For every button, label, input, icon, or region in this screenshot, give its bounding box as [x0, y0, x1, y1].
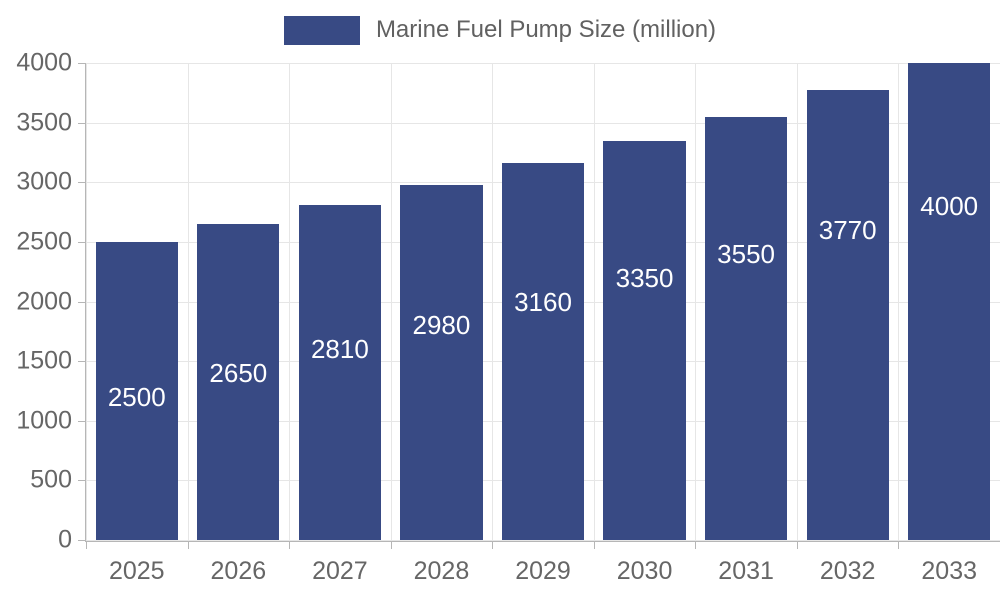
legend-color-swatch — [283, 15, 360, 45]
gridline-horizontal — [86, 540, 1000, 541]
y-tick-label: 4000 — [16, 48, 72, 77]
y-tick-label: 0 — [58, 525, 72, 554]
x-tick-label: 2030 — [616, 557, 673, 585]
y-tick-mark — [78, 122, 85, 124]
x-tick-label: 2033 — [921, 557, 978, 585]
bar[interactable]: 3160 — [501, 163, 585, 540]
y-tick-mark — [78, 241, 85, 243]
x-tick-label: 2026 — [210, 557, 267, 585]
bar-value-label: 4000 — [920, 191, 979, 222]
x-tick-mark — [594, 541, 595, 549]
bar[interactable]: 2650 — [197, 224, 280, 540]
x-tick-label: 2029 — [515, 557, 571, 585]
x-axis-line — [85, 540, 1000, 542]
bar[interactable]: 2500 — [95, 241, 178, 540]
legend-entry-label: Marine Fuel Pump Size (million) — [375, 16, 717, 43]
gridline-vertical — [289, 63, 290, 540]
bar[interactable]: 2810 — [298, 204, 381, 540]
chart-legend: Marine Fuel Pump Size (million) — [0, 0, 1000, 60]
bar[interactable]: 4000 — [908, 63, 991, 540]
bar[interactable]: 3550 — [704, 116, 788, 540]
bar-value-label: 3160 — [514, 286, 572, 317]
y-tick-label: 3000 — [16, 167, 72, 196]
y-tick-label: 1000 — [16, 406, 72, 435]
gridline-vertical — [391, 63, 392, 540]
y-tick-mark — [78, 361, 85, 363]
x-tick-mark — [695, 541, 696, 549]
bar[interactable]: 3350 — [603, 140, 686, 540]
plot-area: 0 500 1000 1500 2000 2500 3000 3500 4000 2500 265… — [16, 50, 1000, 584]
gridline-vertical — [594, 63, 595, 540]
bar-value-label: 2980 — [412, 310, 471, 341]
gridline-vertical — [797, 63, 798, 540]
x-tick-mark — [797, 541, 798, 549]
y-tick-label: 3500 — [16, 108, 72, 137]
y-tick-mark — [78, 63, 85, 64]
y-tick-label: 2000 — [16, 287, 72, 315]
y-tick-label: 500 — [30, 465, 72, 494]
x-tick-mark — [898, 541, 899, 549]
gridline-vertical — [188, 63, 189, 540]
y-tick-mark — [78, 182, 85, 184]
gridline-vertical — [492, 63, 493, 540]
bar[interactable]: 3770 — [806, 90, 889, 540]
x-tick-mark — [188, 541, 189, 549]
bar-value-label: 2500 — [107, 381, 166, 412]
bar-value-label: 3350 — [615, 262, 674, 293]
gridline-horizontal — [86, 122, 1000, 124]
y-tick-mark — [78, 420, 85, 422]
bar-value-label: 2650 — [209, 358, 268, 389]
y-tick-mark — [78, 540, 85, 541]
gridline-vertical — [898, 63, 899, 540]
gridline-horizontal — [86, 63, 1000, 64]
bar-value-label: 3770 — [818, 214, 877, 245]
x-tick-label: 2032 — [819, 557, 876, 585]
y-tick-label: 2500 — [16, 227, 72, 256]
y-tick-mark — [78, 480, 85, 482]
bar[interactable]: 2980 — [400, 184, 483, 540]
x-tick-label: 2025 — [108, 557, 165, 585]
x-tick-label: 2027 — [312, 557, 368, 585]
x-tick-label: 2031 — [718, 557, 774, 585]
bar-value-label: 2810 — [310, 334, 369, 365]
y-tick-mark — [78, 301, 85, 303]
y-tick-label: 1500 — [16, 346, 72, 375]
gridline-vertical — [86, 63, 87, 540]
gridline-vertical — [695, 63, 696, 540]
x-tick-mark — [391, 541, 392, 549]
legend-entry-marine-fuel-pump-size[interactable]: Marine Fuel Pump Size (million) — [283, 15, 717, 45]
x-tick-mark — [289, 541, 290, 549]
bar-value-label: 3550 — [717, 238, 776, 269]
x-tick-mark — [86, 541, 87, 549]
x-tick-label: 2028 — [413, 557, 470, 585]
x-tick-mark — [492, 541, 493, 549]
